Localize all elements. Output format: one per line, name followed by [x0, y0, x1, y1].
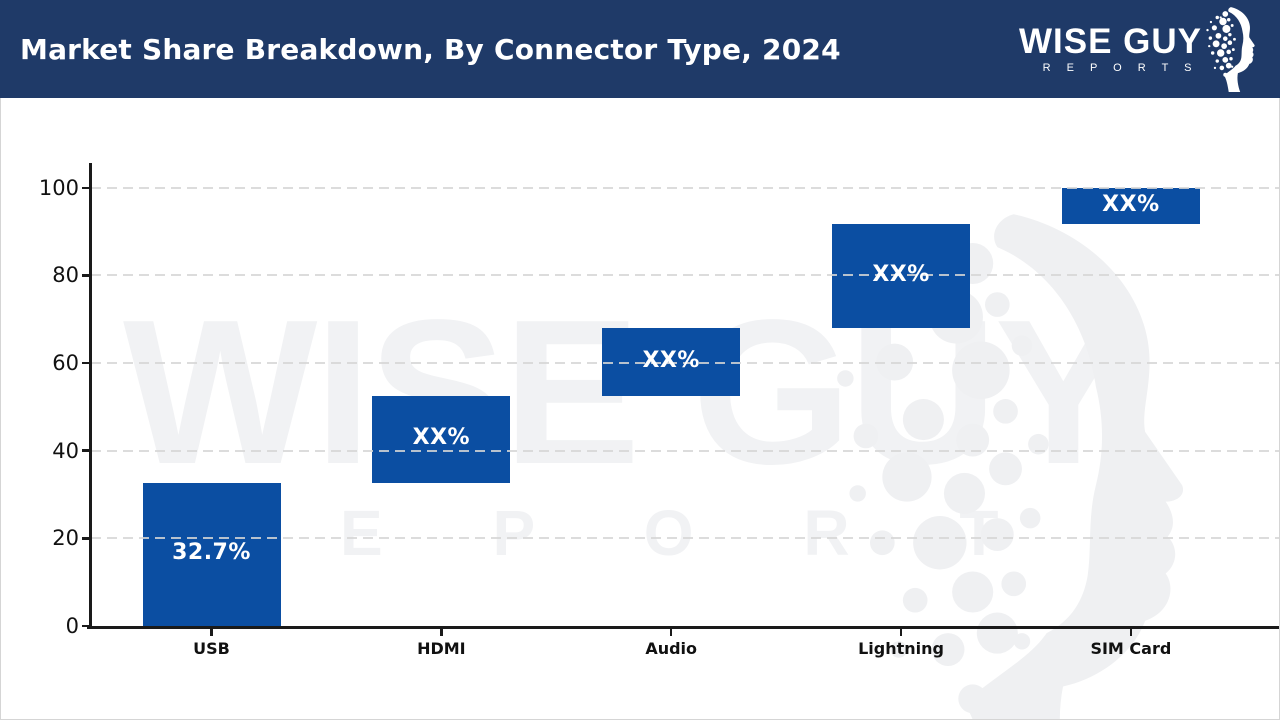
y-tick-mark-60 — [82, 361, 90, 365]
x-tick-mark-lightning — [899, 628, 903, 636]
x-axis-line — [87, 626, 1279, 629]
bar-label-usb: 32.7% — [172, 540, 251, 566]
chart-canvas: WISE GUY R E P O R T S 0 20 40 60 80 100 32.7%… — [0, 98, 1280, 720]
bar-usb — [142, 482, 281, 626]
logo-name: WISE GUY — [1018, 21, 1202, 61]
gridline-40 — [91, 449, 1279, 452]
logo-text: WISE GUY R E P O R T S — [1018, 21, 1202, 75]
x-tick-mark-hdmi — [440, 628, 443, 636]
y-tick-mark-0 — [82, 624, 90, 628]
bar-audio — [602, 327, 741, 396]
gridline-60 — [91, 362, 1279, 365]
bar-label-sim-card: XX% — [1102, 191, 1160, 217]
wiseguy-logo: WISE GUY R E P O R T S — [1019, 6, 1266, 92]
y-tick-mark-40 — [82, 449, 90, 452]
x-tick-label-sim-card: SIM Card — [1090, 639, 1172, 658]
x-tick-label-usb: USB — [193, 639, 230, 658]
y-tick-mark-80 — [82, 274, 90, 277]
bar-label-hdmi: XX% — [412, 425, 471, 451]
x-tick-mark-usb — [210, 628, 213, 636]
bar-label-lightning: XX% — [872, 261, 930, 287]
x-tick-label-lightning: Lightning — [858, 639, 944, 658]
x-tick-label-audio: Audio — [645, 639, 698, 658]
x-tick-mark-audio — [669, 628, 673, 636]
bar-sim-card — [1061, 187, 1200, 224]
x-tick-label-hdmi: HDMI — [417, 639, 466, 658]
gridline-100 — [91, 186, 1279, 189]
x-tick-mark-sim-card — [1129, 628, 1133, 636]
wiseguy-face-icon — [1206, 7, 1255, 92]
bar-label-audio: XX% — [642, 347, 700, 373]
y-tick-mark-20 — [82, 537, 90, 540]
gridline-20 — [91, 537, 1279, 540]
y-axis-line — [89, 163, 92, 628]
logo-tagline: R E P O R T S — [1042, 62, 1198, 75]
y-tick-label-0: 0 — [65, 614, 79, 638]
y-tick-label-40: 40 — [52, 438, 79, 463]
header-bar: Market Share Breakdown, By Connector Typ… — [0, 0, 1280, 98]
bar-hdmi — [372, 395, 511, 483]
y-tick-label-100: 100 — [38, 175, 79, 200]
y-tick-label-60: 60 — [52, 351, 79, 376]
y-tick-label-20: 20 — [52, 526, 79, 551]
y-tick-label-80: 80 — [52, 263, 79, 288]
y-tick-mark-100 — [82, 186, 90, 190]
page-title: Market Share Breakdown, By Connector Typ… — [20, 32, 841, 66]
gridline-80 — [91, 274, 1279, 277]
